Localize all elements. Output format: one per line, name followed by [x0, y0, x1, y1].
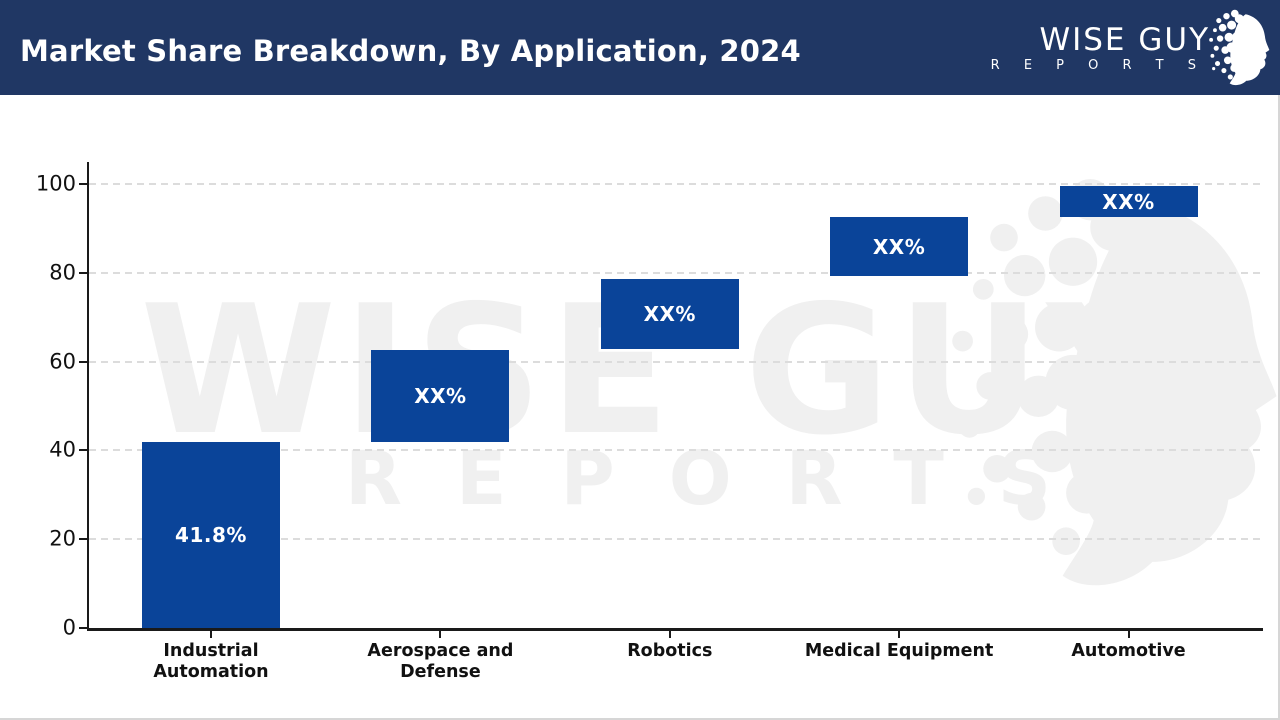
x-category-label-line: Industrial	[163, 641, 259, 661]
x-tick-mark-4	[1127, 630, 1130, 638]
bar-aerospace-and-defense: XX%	[371, 350, 510, 443]
brand-head-icon	[1206, 5, 1270, 90]
x-category-label-4: Automotive	[1071, 641, 1185, 662]
x-tick-mark-2	[668, 630, 671, 638]
x-tick-mark-1	[439, 630, 442, 638]
x-category-label-1: Aerospace and Defense	[367, 641, 513, 683]
bar-medical-equipment: XX%	[830, 216, 969, 277]
x-category-label-line: Defense	[400, 662, 481, 682]
gridline-80	[89, 271, 1263, 274]
bar-robotics: XX%	[600, 279, 739, 350]
header-bar: Market Share Breakdown, By Application, …	[0, 0, 1280, 95]
gridline-60	[89, 360, 1263, 363]
x-tick-mark-0	[210, 630, 212, 638]
x-category-label-0: Industrial Automation	[153, 641, 268, 683]
brand-name: WISE GUY	[1039, 22, 1210, 58]
y-tick-mark-20	[79, 538, 87, 541]
x-axis	[87, 628, 1263, 631]
bar-value-label: XX%	[414, 384, 467, 409]
bar-value-label: XX%	[643, 302, 696, 327]
bar-value-label: XX%	[1102, 189, 1155, 214]
x-tick-mark-3	[898, 630, 901, 638]
x-category-label-line: Automotive	[1071, 641, 1186, 661]
y-tick-mark-60	[79, 360, 87, 363]
x-category-label-2: Robotics	[627, 641, 712, 662]
y-tick-label-100: 100	[35, 171, 76, 196]
x-category-label-line: Robotics	[627, 641, 713, 661]
x-category-label-line: Automation	[153, 662, 269, 682]
y-tick-label-80: 80	[49, 260, 76, 285]
bar-value-label: XX%	[872, 234, 926, 259]
x-category-label-line: Medical Equipment	[804, 641, 994, 661]
y-tick-mark-80	[79, 271, 87, 274]
page-title: Market Share Breakdown, By Application, …	[20, 34, 801, 68]
gridline-100	[89, 183, 1263, 185]
brand-subname: R E P O R T S	[990, 58, 1206, 73]
y-axis	[87, 162, 89, 630]
bar-automotive: XX%	[1059, 186, 1198, 218]
y-tick-mark-0	[79, 627, 87, 629]
gridline-20	[89, 538, 1263, 541]
y-tick-mark-100	[79, 183, 87, 185]
y-tick-label-40: 40	[49, 437, 76, 462]
bar-industrial-automation: 41.8%	[142, 442, 280, 628]
bar-value-label: 41.8%	[175, 523, 247, 548]
gridline-40	[89, 449, 1263, 452]
y-tick-label-0: 0	[62, 615, 76, 640]
x-category-label-3: Medical Equipment	[805, 641, 993, 662]
y-tick-mark-40	[79, 449, 87, 452]
y-tick-label-20: 20	[49, 526, 76, 551]
y-tick-label-60: 60	[49, 349, 76, 374]
brand-logo: WISE GUY R E P O R T S	[991, 0, 1272, 95]
x-category-label-line: Aerospace and	[367, 641, 514, 661]
